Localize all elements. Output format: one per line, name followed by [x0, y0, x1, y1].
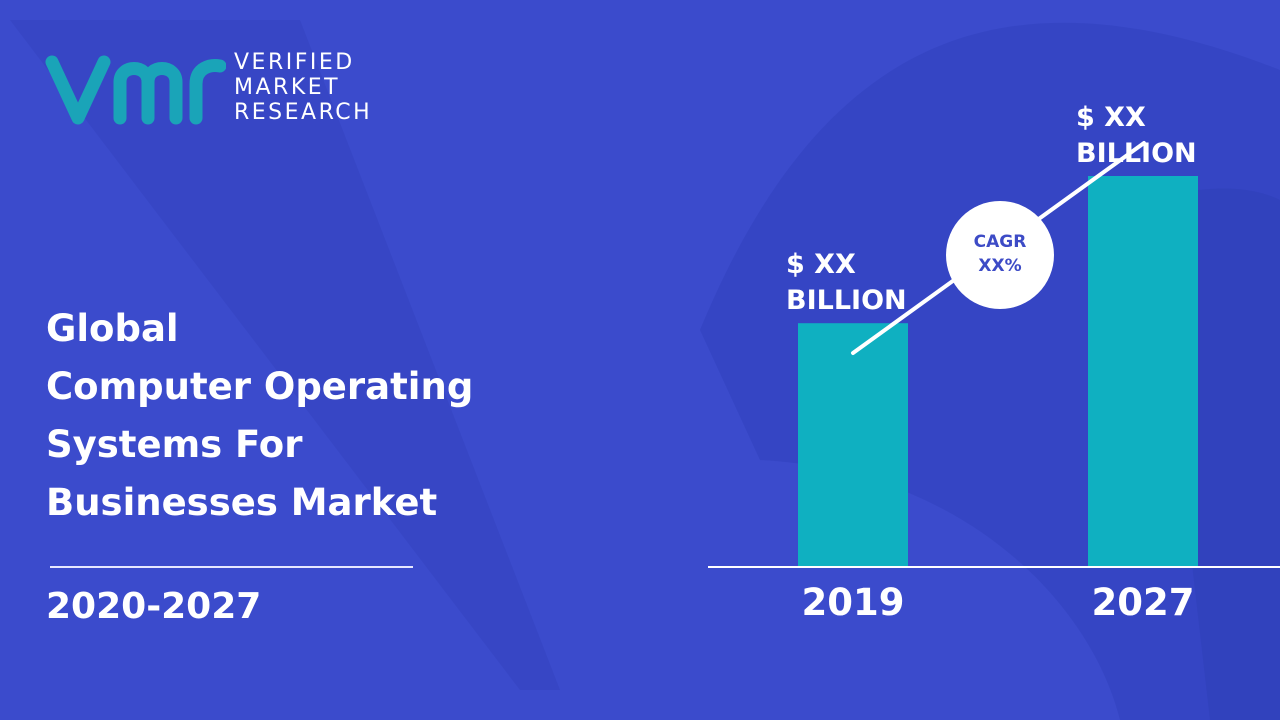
cagr-badge	[946, 201, 1054, 309]
title-line-1: Global	[46, 307, 179, 350]
title-line-3: Systems For	[46, 423, 303, 466]
cagr-text-1: CAGR	[974, 232, 1027, 252]
cagr-text-2: XX%	[978, 256, 1021, 276]
value-label-2027-2: BILLION	[1076, 138, 1197, 169]
value-label-2019-1: $ XX	[786, 249, 856, 280]
value-label-2027-1: $ XX	[1076, 102, 1146, 133]
category-label-2019: 2019	[802, 581, 905, 624]
bar-2027	[1088, 176, 1198, 567]
forecast-period: 2020-2027	[46, 586, 262, 627]
bar-2019	[798, 323, 908, 567]
brand-line-2: MARKET	[234, 75, 341, 100]
title-line-2: Computer Operating	[46, 365, 474, 408]
brand-logo: VERIFIED MARKET RESEARCH	[44, 48, 404, 132]
brand-name: VERIFIED MARKET RESEARCH	[234, 50, 372, 125]
value-label-2019-2: BILLION	[786, 285, 907, 316]
brand-line-1: VERIFIED	[234, 50, 355, 75]
vmr-logo-icon	[45, 55, 226, 125]
title-divider	[50, 566, 413, 568]
report-title: Global Computer Operating Systems For Bu…	[46, 300, 566, 532]
market-size-chart: CAGR XX% $ XX BILLION 2019 $ XX BILLION 2027	[708, 102, 1280, 624]
category-label-2027: 2027	[1092, 581, 1195, 624]
brand-line-3: RESEARCH	[234, 100, 373, 125]
title-line-4: Businesses Market	[46, 481, 438, 524]
